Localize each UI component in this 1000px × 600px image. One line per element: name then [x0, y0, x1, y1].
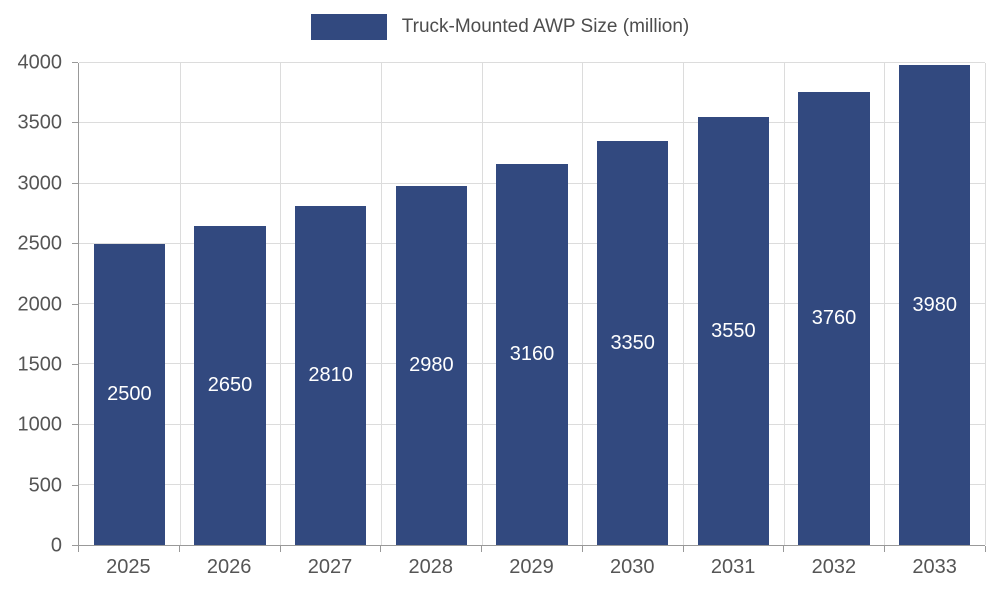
x-tick-label: 2033 — [912, 556, 957, 578]
x-tick-label: 2032 — [811, 556, 857, 578]
x-tick-label: 2031 — [710, 556, 756, 578]
x-tick-mark — [884, 546, 886, 552]
bar-2031: 3550 — [697, 117, 770, 545]
gridline-vertical — [179, 63, 181, 545]
y-tick-mark — [72, 545, 78, 546]
x-tick-mark — [481, 546, 483, 552]
y-axis: 0 500 1000 1500 2000 2500 3000 3500 4000 — [0, 52, 78, 557]
y-tick-label: 3500 — [17, 111, 63, 134]
gridline-horizontal — [79, 62, 985, 63]
legend: Truck-Mounted AWP Size (million) — [0, 14, 1000, 40]
bar-value-label: 2650 — [207, 373, 253, 396]
bar-2027: 2810 — [294, 206, 367, 545]
plot-area: 2500 2650 2810 2980 3160 3350 3550 3760 3980 — [78, 62, 986, 546]
bar-band-2027: 2810 — [280, 63, 381, 545]
x-tick-mark — [783, 546, 785, 552]
gridline-vertical — [884, 63, 886, 545]
bar-value-label: 3160 — [509, 343, 555, 366]
y-tick-label: 500 — [28, 474, 62, 497]
bar-band-2026: 2650 — [180, 63, 281, 545]
x-tick-mark — [78, 546, 79, 552]
bar-value-label: 2810 — [308, 364, 353, 387]
bar-value-label: 3550 — [711, 319, 756, 342]
bar-2029: 3160 — [496, 164, 568, 545]
x-tick-label: 2025 — [106, 556, 151, 578]
y-tick-label: 1000 — [17, 413, 63, 436]
gridline-horizontal — [79, 122, 985, 124]
bar-2025: 2500 — [93, 243, 166, 545]
bar-2032: 3760 — [798, 91, 870, 545]
y-tick-label: 2000 — [17, 293, 63, 315]
legend-swatch — [310, 14, 387, 40]
bar-band-2029: 3160 — [482, 63, 583, 545]
gridline-vertical — [380, 63, 382, 545]
gridline-vertical — [582, 63, 584, 545]
x-tick-mark — [279, 546, 281, 552]
y-tick-mark — [72, 243, 78, 245]
bar-2030: 3350 — [596, 141, 669, 545]
x-tick-label: 2029 — [509, 556, 554, 578]
gridline-vertical — [481, 63, 483, 545]
x-axis-ticks — [78, 546, 986, 553]
x-tick-mark — [985, 546, 986, 552]
gridline-vertical — [280, 63, 282, 545]
y-tick-mark — [72, 303, 78, 305]
gridline-vertical — [985, 63, 986, 545]
y-tick-label: 0 — [50, 534, 62, 557]
bar-value-label: 3760 — [811, 306, 857, 329]
legend-label: Truck-Mounted AWP Size (million) — [401, 16, 690, 37]
bar-band-2033: 3980 — [884, 63, 985, 545]
x-tick-label: 2026 — [206, 556, 252, 578]
x-tick-mark — [682, 546, 684, 552]
y-tick-label: 1500 — [17, 353, 63, 376]
bar-band-2030: 3350 — [582, 63, 683, 545]
x-tick-mark — [178, 546, 180, 552]
bar-band-2025: 2500 — [79, 63, 180, 545]
bar-2028: 2980 — [395, 185, 468, 545]
bar-series: 2500 2650 2810 2980 3160 3350 3550 3760 3980 — [79, 63, 985, 545]
bar-value-label: 2980 — [409, 353, 454, 376]
bar-value-label: 2500 — [107, 382, 152, 405]
x-tick-label: 2030 — [610, 556, 655, 578]
y-tick-mark — [72, 62, 78, 63]
y-tick-label: 4000 — [17, 51, 63, 74]
y-tick-mark — [72, 363, 78, 365]
bar-value-label: 3350 — [610, 331, 655, 354]
x-tick-label: 2028 — [408, 556, 453, 578]
bar-band-2031: 3550 — [683, 63, 784, 545]
bar-2026: 2650 — [194, 225, 266, 545]
y-tick-mark — [72, 122, 78, 124]
gridline-vertical — [783, 63, 785, 545]
y-tick-mark — [72, 182, 78, 184]
y-tick-mark — [72, 424, 78, 426]
bar-band-2032: 3760 — [784, 63, 885, 545]
x-tick-label: 2027 — [307, 556, 353, 578]
y-tick-mark — [72, 484, 78, 486]
x-tick-mark — [581, 546, 583, 552]
bar-band-2028: 2980 — [381, 63, 482, 545]
bar-value-label: 3980 — [912, 293, 957, 316]
gridline-vertical — [682, 63, 684, 545]
y-tick-label: 2500 — [17, 232, 63, 255]
bar-2033: 3980 — [898, 65, 971, 545]
x-tick-mark — [380, 546, 382, 552]
x-axis: 2025 2026 2027 2028 2029 2030 2031 2032 2033 — [78, 556, 985, 579]
y-tick-label: 3000 — [17, 172, 63, 195]
